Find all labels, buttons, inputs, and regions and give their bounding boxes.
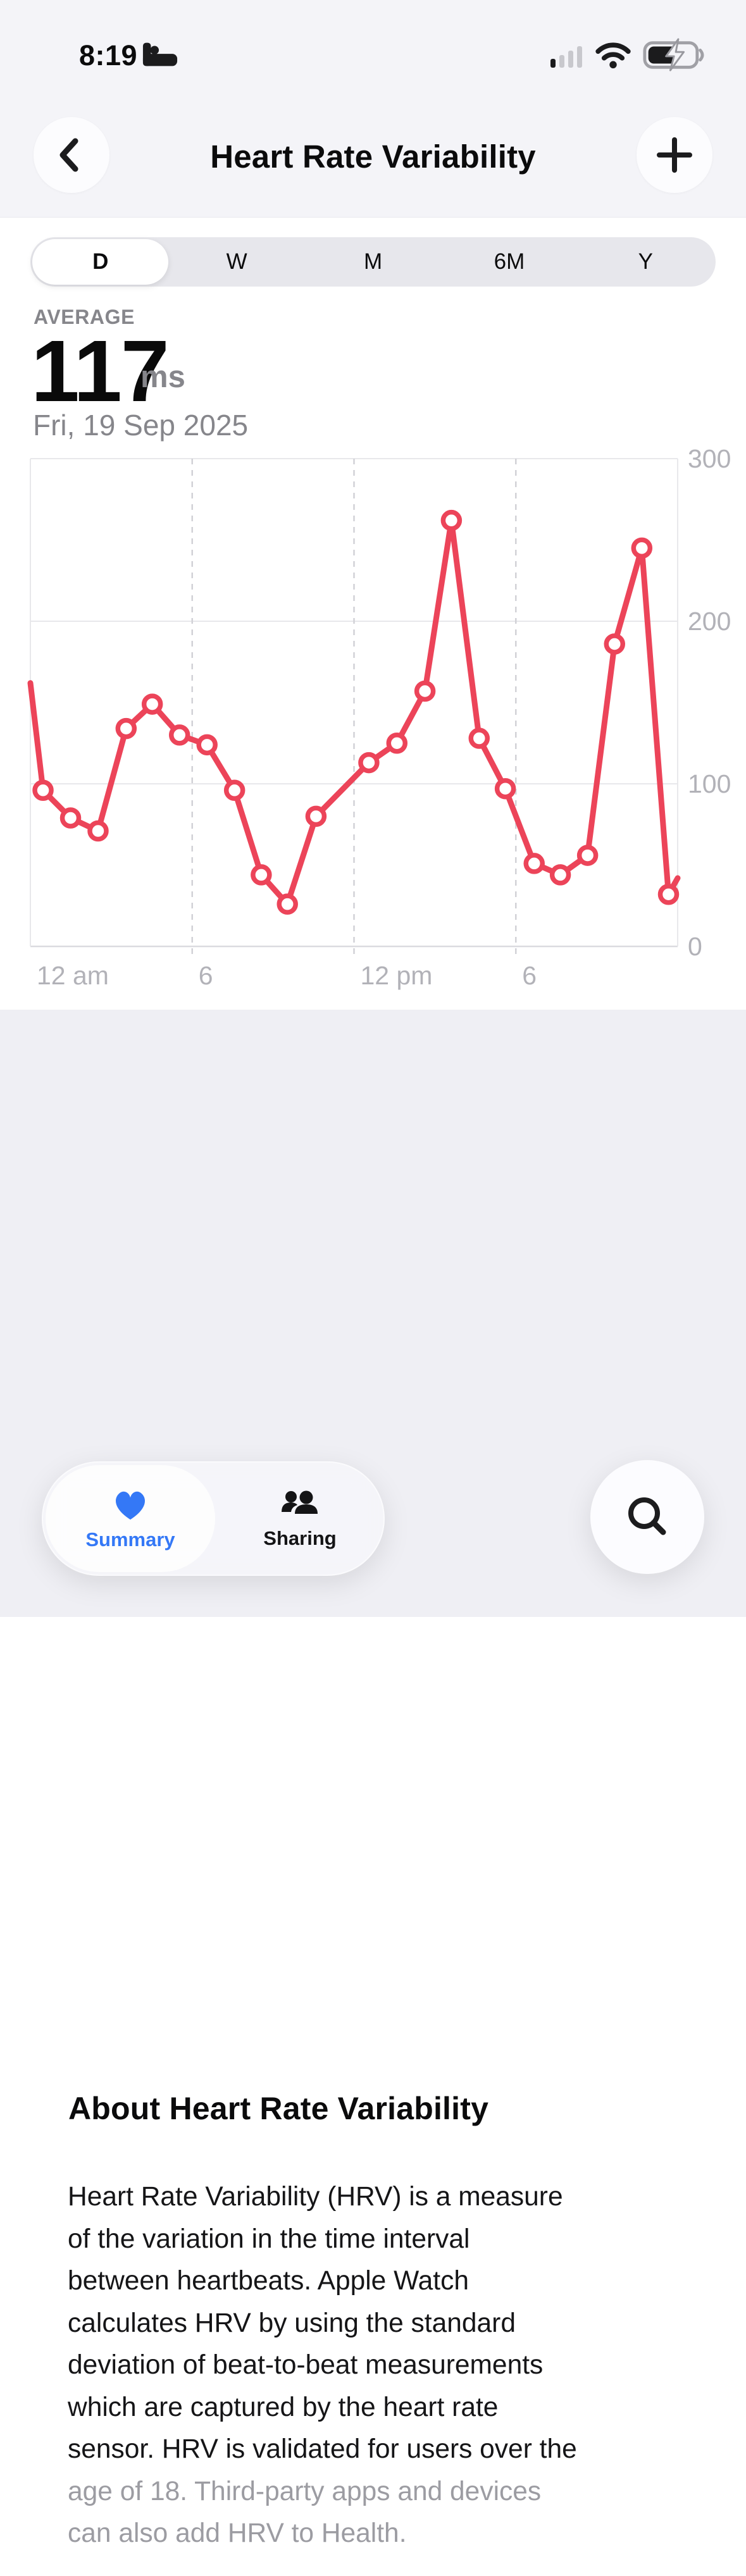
about-body-line: age of 18. Third-party apps and devices: [68, 2476, 542, 2506]
x-axis-tick-label: 12 am: [37, 961, 109, 990]
tab-sharing-label: Sharing: [263, 1526, 337, 1549]
about-body-line: sensor. HRV is validated for users over …: [68, 2434, 577, 2464]
about-body-line: which are captured by the heart rate: [68, 2392, 499, 2422]
range-option-week[interactable]: W: [226, 249, 247, 274]
range-option-month[interactable]: M: [363, 249, 383, 274]
about-card: Heart Rate Variability (HRV) is a measur…: [42, 2148, 704, 2576]
wifi-icon: [595, 42, 631, 68]
data-point-marker: [494, 777, 516, 800]
data-point-marker: [414, 680, 436, 702]
data-point-marker: [196, 734, 218, 756]
people-icon: [279, 1488, 321, 1521]
x-axis-tick-label: 12 pm: [361, 961, 433, 990]
average-label: AVERAGE: [34, 306, 135, 328]
y-axis-tick-label: 300: [688, 449, 731, 473]
range-option-6month[interactable]: 6M: [494, 249, 525, 274]
battery-charging-icon: [643, 38, 711, 72]
search-icon: [623, 1492, 672, 1542]
plus-icon: [654, 135, 695, 175]
cellular-signal-icon: [550, 42, 583, 68]
hrv-line-chart[interactable]: 0 100 200 300 12 am 6 12 pm 6: [0, 449, 746, 1010]
about-body-line: of the variation in the time interval: [68, 2224, 470, 2254]
data-point-marker: [386, 733, 408, 754]
data-point-marker: [305, 805, 327, 827]
y-axis-tick-label: 200: [688, 607, 731, 636]
data-point-marker: [168, 724, 190, 746]
data-point-marker: [604, 633, 626, 655]
tab-summary[interactable]: Summary: [46, 1465, 215, 1572]
about-body-line: Heart Rate Variability (HRV) is a measur…: [68, 2182, 563, 2212]
data-point-marker: [657, 884, 680, 905]
date-label: Fri, 19 Sep 2025: [33, 409, 249, 442]
about-body-line: calculates HRV by using the standard: [68, 2308, 516, 2338]
data-point-marker: [115, 717, 137, 740]
y-axis-tick-label: 100: [688, 769, 731, 798]
status-bar-right-cluster: [550, 38, 711, 72]
time-range-segmented-control: D W M 6M Y: [30, 237, 716, 287]
data-point-marker: [523, 853, 545, 874]
average-unit: ms: [140, 360, 185, 394]
data-point-marker: [141, 693, 163, 715]
heart-icon: [111, 1487, 150, 1522]
about-body-line: can also add HRV to Health.: [68, 2518, 407, 2548]
data-point-marker: [358, 752, 380, 774]
average-value: 117: [31, 323, 170, 420]
data-point-marker: [576, 845, 599, 866]
data-point-marker: [440, 509, 463, 531]
data-point-marker: [631, 537, 653, 559]
tab-sharing[interactable]: Sharing: [215, 1461, 385, 1576]
about-body: Heart Rate Variability (HRV) is a measur…: [68, 2176, 681, 2555]
y-axis-tick-label: 0: [688, 932, 702, 961]
tab-summary-label: Summary: [85, 1528, 175, 1551]
data-point-marker: [87, 820, 109, 842]
add-data-button[interactable]: [637, 117, 712, 193]
back-button[interactable]: [34, 117, 109, 193]
about-body-line: deviation of beat-to-beat measurements: [68, 2350, 544, 2380]
data-point-marker: [277, 893, 298, 915]
about-body-line: between heartbeats. Apple Watch: [68, 2266, 469, 2296]
range-option-day[interactable]: D: [32, 239, 169, 285]
page-title: Heart Rate Variability: [210, 139, 536, 175]
data-point-marker: [59, 807, 82, 829]
range-option-year[interactable]: Y: [638, 249, 653, 274]
data-point-marker: [251, 864, 272, 886]
data-point-marker: [32, 779, 54, 802]
data-point-marker: [549, 864, 571, 886]
data-point-marker: [223, 779, 246, 802]
hrv-chart-svg[interactable]: 0 100 200 300 12 am 6 12 pm 6: [0, 449, 746, 1010]
bottom-tab-bar: Summary Sharing: [42, 1461, 385, 1576]
search-button[interactable]: [590, 1460, 704, 1574]
status-bar-time: 8:19: [79, 39, 138, 71]
chevron-left-icon: [51, 135, 92, 175]
about-heading: About Heart Rate Variability: [68, 2091, 489, 2126]
data-point-marker: [468, 728, 490, 749]
sleep-focus-bed-icon: [142, 40, 178, 70]
x-axis-tick-label: 6: [522, 961, 537, 990]
x-axis-tick-label: 6: [199, 961, 213, 990]
header-zone: 8:19: [0, 0, 746, 218]
